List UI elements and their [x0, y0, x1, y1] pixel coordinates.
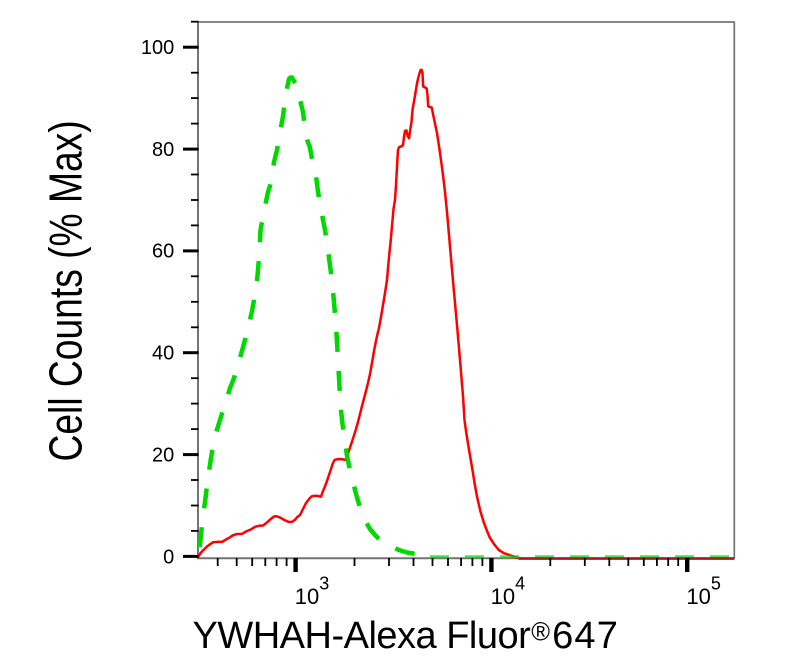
svg-text:0: 0	[163, 546, 174, 568]
svg-text:104: 104	[491, 574, 525, 610]
svg-text:103: 103	[295, 574, 330, 610]
svg-text:100: 100	[141, 37, 174, 59]
svg-text:105: 105	[686, 574, 721, 610]
svg-text:40: 40	[152, 343, 174, 365]
svg-text:60: 60	[152, 241, 174, 263]
svg-text:YWHAH-Alexa Fluor®647: YWHAH-Alexa Fluor®647	[193, 615, 620, 657]
svg-text:80: 80	[152, 139, 174, 161]
svg-text:20: 20	[152, 444, 174, 466]
svg-text:Cell Counts (% Max): Cell Counts (% Max)	[40, 120, 92, 461]
